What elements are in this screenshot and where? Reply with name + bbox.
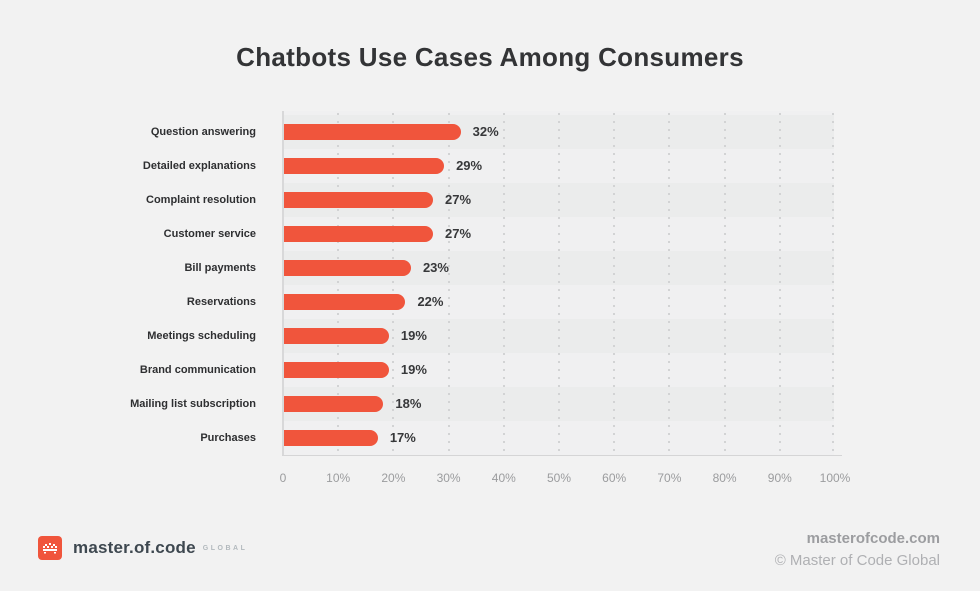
bar	[284, 396, 384, 412]
category-labels: Question answering Detailed explanations C…	[0, 115, 256, 455]
website-text: masterofcode.com	[806, 530, 940, 547]
bar	[284, 192, 434, 208]
x-tick-label: 30%	[436, 471, 461, 485]
category-label: Meetings scheduling	[147, 330, 256, 342]
x-tick-label: 90%	[767, 471, 792, 485]
bar-value-label: 19%	[400, 362, 427, 377]
x-tick-label: 100%	[819, 471, 851, 485]
gridline	[502, 113, 505, 454]
gridline	[613, 113, 616, 454]
bar-value-label: 32%	[472, 124, 499, 139]
category-label: Reservations	[186, 296, 256, 308]
x-tick-label: 0	[279, 471, 287, 485]
gridline	[447, 113, 450, 454]
chart-title: Chatbots Use Cases Among Consumers	[236, 42, 744, 72]
bar-value-label: 22%	[417, 294, 444, 309]
bar	[284, 226, 434, 242]
x-tick-label: 80%	[712, 471, 737, 485]
x-tick-label: 40%	[491, 471, 516, 485]
brand-name: master.of.code	[73, 538, 196, 557]
x-tick-label: 70%	[657, 471, 682, 485]
category-label: Purchases	[200, 432, 256, 444]
bar-value-label: 17%	[389, 430, 416, 445]
category-label: Brand communication	[139, 364, 256, 376]
bar	[284, 430, 378, 446]
y-axis-line	[282, 111, 284, 456]
x-tick-label: 10%	[326, 471, 351, 485]
x-tick-label: 50%	[546, 471, 572, 485]
x-tick-label: 20%	[381, 471, 406, 485]
bar	[284, 124, 461, 140]
gridline	[392, 113, 395, 454]
master-of-code-logo-icon	[38, 536, 62, 560]
category-label: Mailing list subscription	[130, 398, 256, 410]
gridline	[723, 113, 726, 454]
category-label: Bill payments	[184, 262, 256, 274]
x-axis-line	[282, 455, 842, 456]
footer-attribution: masterofcode.com © Master of Code Global	[775, 530, 940, 569]
bar	[284, 158, 445, 174]
bar	[284, 328, 389, 344]
x-tick-label: 60%	[602, 471, 627, 485]
bar-value-label: 19%	[400, 328, 427, 343]
bar	[284, 260, 411, 276]
gridline	[558, 113, 560, 454]
bar-value-label: 27%	[445, 192, 472, 207]
gridline	[337, 113, 340, 454]
plot-area: 32% 29% 27% 27% 23% 22% 19% 19% 18% 17%	[282, 111, 842, 456]
bar	[284, 294, 406, 310]
bar	[284, 362, 389, 378]
bar-value-label: 23%	[422, 260, 449, 275]
gridline	[778, 113, 781, 454]
copyright-text: © Master of Code Global	[774, 552, 940, 569]
bar-value-label: 18%	[395, 396, 422, 411]
bar-value-label: 27%	[445, 226, 472, 241]
gridline	[832, 113, 834, 454]
brand-logo: master.of.code GLOBAL	[38, 536, 247, 560]
category-label: Complaint resolution	[146, 194, 256, 206]
category-label: Question answering	[150, 126, 256, 138]
bar-value-label: 29%	[456, 158, 483, 173]
gridline	[668, 113, 671, 454]
x-axis-ticks: 0 10% 20% 30% 40% 50% 60% 70% 80% 90% 100%	[0, 471, 980, 487]
category-label: Detailed explanations	[142, 160, 256, 172]
category-label: Customer service	[163, 228, 256, 240]
brand-suffix: GLOBAL	[202, 544, 248, 552]
pixel-crown-icon	[42, 543, 57, 554]
